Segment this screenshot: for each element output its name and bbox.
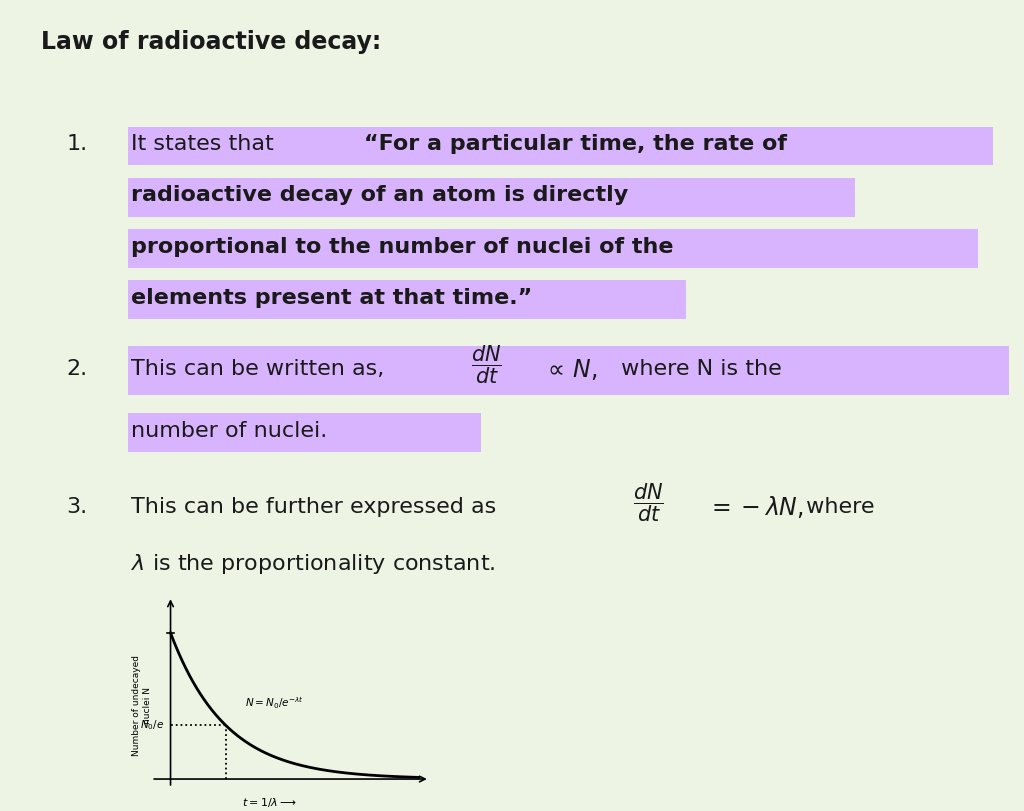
Text: $t=1/\lambda\longrightarrow$: $t=1/\lambda\longrightarrow$ [243, 796, 297, 809]
Text: This can be written as,: This can be written as, [131, 359, 384, 379]
Text: “For a particular time, the rate of: “For a particular time, the rate of [364, 135, 786, 154]
Text: 2.: 2. [67, 359, 88, 379]
Text: proportional to the number of nuclei of the: proportional to the number of nuclei of … [131, 237, 674, 256]
Bar [128, 127, 993, 165]
Text: elements present at that time.”: elements present at that time.” [131, 288, 532, 307]
Text: $\propto\, \mathit{N},$: $\propto\, \mathit{N},$ [543, 357, 597, 381]
Text: radioactive decay of an atom is directly: radioactive decay of an atom is directly [131, 186, 629, 205]
Text: $\dfrac{dN}{dt}$: $\dfrac{dN}{dt}$ [633, 482, 664, 524]
Text: $\dfrac{dN}{dt}$: $\dfrac{dN}{dt}$ [471, 344, 502, 386]
Bar [128, 229, 978, 268]
Text: It states that: It states that [131, 135, 281, 154]
Text: where N is the: where N is the [614, 359, 782, 379]
Text: Law of radioactive decay:: Law of radioactive decay: [41, 30, 381, 54]
Bar [128, 413, 481, 452]
Text: $N_0/e$: $N_0/e$ [140, 719, 164, 732]
Text: $N = N_0/e^{-\lambda t}$: $N = N_0/e^{-\lambda t}$ [245, 695, 304, 711]
Text: Number of undecayed
nuclei N: Number of undecayed nuclei N [132, 655, 152, 757]
Bar [128, 346, 1009, 395]
Text: $\lambda$ is the proportionality constant.: $\lambda$ is the proportionality constan… [131, 551, 496, 576]
Bar [128, 178, 855, 217]
Text: number of nuclei.: number of nuclei. [131, 421, 328, 440]
Text: where: where [799, 497, 874, 517]
Text: 1.: 1. [67, 135, 88, 154]
Text: $= -\lambda \mathit{N},$: $= -\lambda \mathit{N},$ [707, 494, 804, 520]
Bar [128, 280, 686, 319]
Text: 3.: 3. [67, 497, 88, 517]
Text: This can be further expressed as: This can be further expressed as [131, 497, 497, 517]
